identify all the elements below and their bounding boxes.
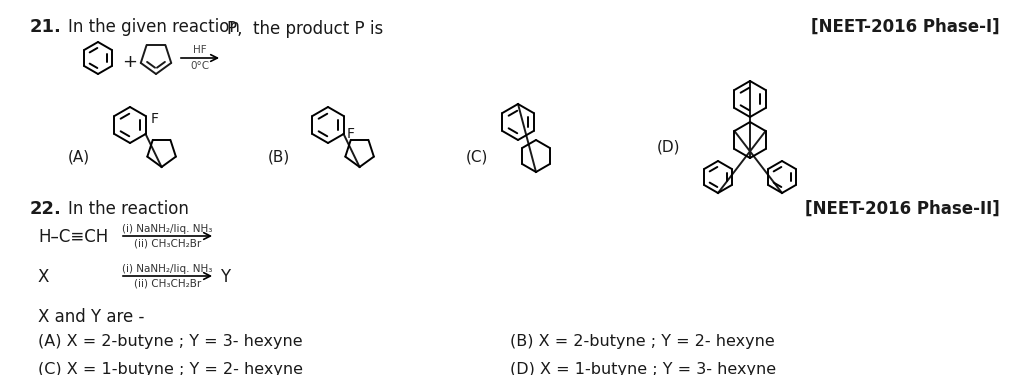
Text: (C) X = 1-butyne ; Y = 2- hexyne: (C) X = 1-butyne ; Y = 2- hexyne [38,362,303,375]
Text: (A): (A) [68,150,90,165]
Text: X: X [38,268,49,286]
Text: [NEET-2016 Phase-I]: [NEET-2016 Phase-I] [811,18,1000,36]
Text: (D): (D) [656,140,680,155]
Text: (A) X = 2-butyne ; Y = 3- hexyne: (A) X = 2-butyne ; Y = 3- hexyne [38,334,303,349]
Text: F: F [151,112,159,126]
Text: +: + [122,53,137,71]
Text: Y: Y [220,268,230,286]
Text: (ii) CH₃CH₂Br: (ii) CH₃CH₂Br [134,238,201,248]
Text: 22.: 22. [30,200,61,218]
Text: F: F [346,127,354,141]
Text: (i) NaNH₂/liq. NH₃: (i) NaNH₂/liq. NH₃ [122,264,213,274]
Text: (ii) CH₃CH₂Br: (ii) CH₃CH₂Br [134,278,201,288]
Text: H–C≡CH: H–C≡CH [38,228,109,246]
Text: (B): (B) [267,150,290,165]
Text: In the reaction: In the reaction [68,200,188,218]
Text: HF: HF [194,45,207,55]
Text: P,  the product P is: P, the product P is [227,20,383,38]
Text: 0°C: 0°C [190,61,210,71]
Text: X and Y are -: X and Y are - [38,308,144,326]
Text: In the given reaction: In the given reaction [68,18,240,36]
Text: (B) X = 2-butyne ; Y = 2- hexyne: (B) X = 2-butyne ; Y = 2- hexyne [510,334,775,349]
Text: [NEET-2016 Phase-II]: [NEET-2016 Phase-II] [805,200,1000,218]
Text: (D) X = 1-butyne ; Y = 3- hexyne: (D) X = 1-butyne ; Y = 3- hexyne [510,362,776,375]
Text: 21.: 21. [30,18,61,36]
Text: (C): (C) [466,150,488,165]
Text: (i) NaNH₂/liq. NH₃: (i) NaNH₂/liq. NH₃ [122,224,213,234]
